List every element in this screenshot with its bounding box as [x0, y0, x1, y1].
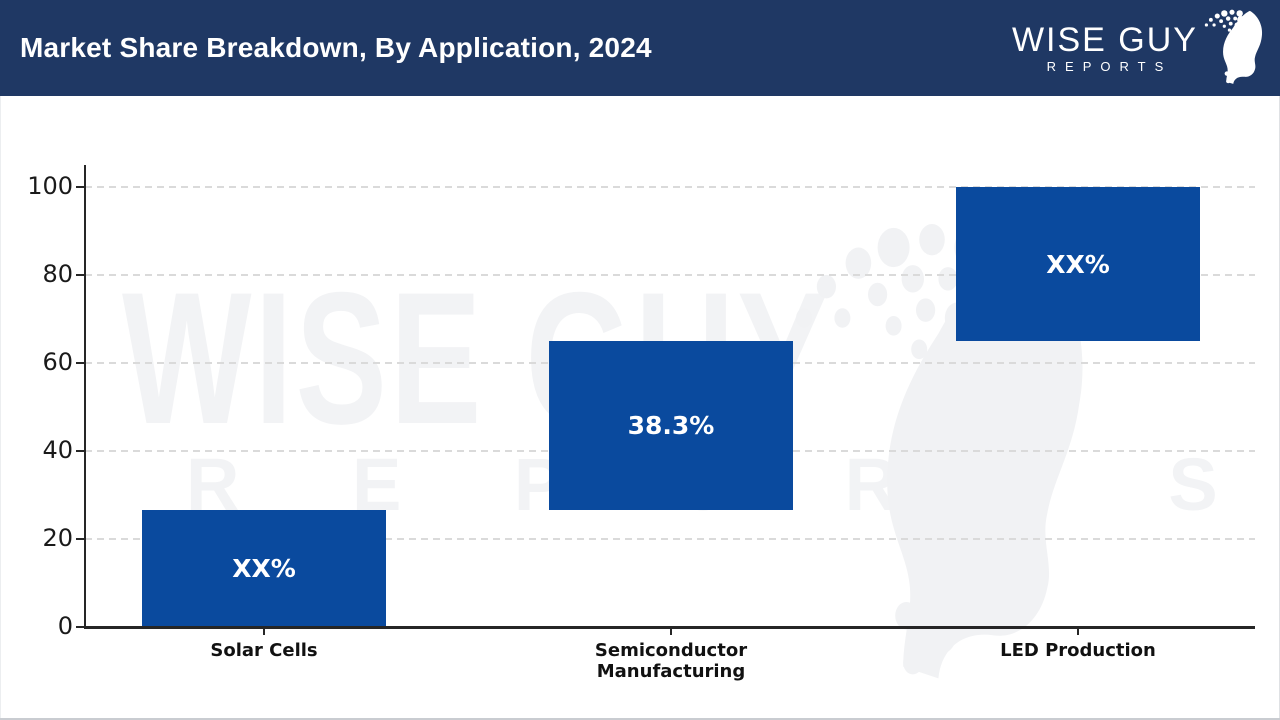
- y-axis-tick-label: 100: [27, 172, 73, 200]
- gridline: [85, 186, 1255, 188]
- logo-wordmark-line2: REPORTS: [1046, 59, 1173, 74]
- y-axis-tick: [76, 362, 85, 364]
- header: Market Share Breakdown, By Application, …: [0, 0, 1280, 96]
- y-axis-tick: [76, 538, 85, 540]
- x-axis-line: [84, 626, 1255, 629]
- wise-guy-logo: WISE GUY REPORTS: [1012, 9, 1264, 87]
- x-axis-category-label: Solar Cells: [210, 640, 318, 661]
- y-axis-tick-label: 20: [42, 524, 73, 552]
- logo-face-icon: [1204, 9, 1263, 84]
- bar-value-label: XX%: [1046, 249, 1110, 279]
- bar-semiconductor-manufacturing: 38.3%: [549, 341, 793, 510]
- y-axis-tick-label: 40: [42, 436, 73, 464]
- bar-solar-cells: XX%: [142, 509, 386, 627]
- y-axis-tick-label: 60: [42, 348, 73, 376]
- y-axis-line: [84, 165, 86, 629]
- x-axis-category-label: LED Production: [1000, 640, 1156, 661]
- y-axis-tick: [76, 626, 85, 628]
- x-axis-tick: [263, 627, 265, 635]
- gridline: [85, 538, 1255, 540]
- bar-led-production: XX%: [956, 187, 1200, 341]
- bar-value-label: 38.3%: [627, 410, 715, 440]
- bar-value-label: XX%: [232, 553, 296, 583]
- x-axis-tick: [670, 627, 672, 635]
- x-axis-tick: [1077, 627, 1079, 635]
- page-title: Market Share Breakdown, By Application, …: [20, 32, 652, 63]
- logo-wordmark-line1: WISE GUY: [1011, 21, 1198, 59]
- y-axis-tick: [76, 186, 85, 188]
- y-axis-tick: [76, 274, 85, 276]
- gridline: [85, 274, 1255, 276]
- logo-wordmark: WISE GUY REPORTS: [1012, 22, 1198, 74]
- y-axis-tick: [76, 450, 85, 452]
- y-axis-tick-label: 80: [42, 260, 73, 288]
- y-axis-tick-label: 0: [57, 612, 73, 640]
- x-axis-category-label: Semiconductor Manufacturing: [594, 640, 748, 682]
